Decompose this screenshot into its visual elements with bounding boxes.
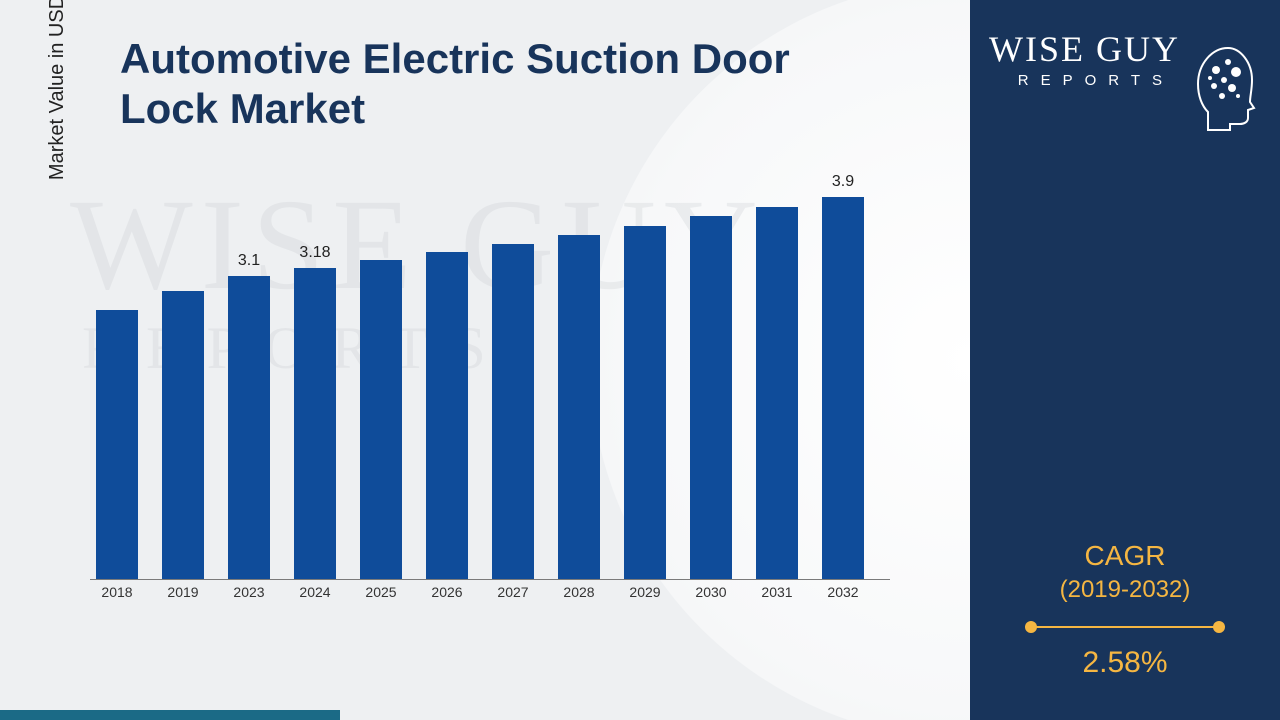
bar: [492, 244, 534, 580]
bar: [624, 226, 666, 580]
x-tick-label: 2023: [233, 584, 264, 600]
bar: [558, 235, 600, 580]
plot-region: 3.1 3.18 3.9: [90, 168, 880, 580]
bar: [228, 276, 270, 580]
page-title: Automotive Electric Suction Door Lock Ma…: [120, 34, 840, 133]
logo-sub-text: REPORTS: [989, 72, 1174, 89]
x-tick-label: 2027: [497, 584, 528, 600]
x-tick-label: 2018: [101, 584, 132, 600]
x-tick-label: 2019: [167, 584, 198, 600]
page-root: WISE GUY REPORTS Automotive Electric Suc…: [0, 0, 1280, 720]
bar: [162, 291, 204, 580]
cagr-block: CAGR (2019-2032) 2.58%: [1004, 540, 1246, 680]
logo-main-text: WISE GUY: [989, 28, 1180, 70]
bar: [360, 260, 402, 580]
bar-chart: Market Value in USD Billion 3.13.183.9 2…: [90, 168, 890, 608]
x-tick-label: 2028: [563, 584, 594, 600]
bar: [756, 207, 798, 580]
cagr-divider: [1031, 626, 1219, 628]
x-tick-label: 2030: [695, 584, 726, 600]
bar-value-label: 3.1: [238, 252, 260, 270]
x-tick-label: 2032: [827, 584, 858, 600]
x-axis-line: [90, 579, 890, 580]
x-tick-label: 2029: [629, 584, 660, 600]
brand-logo: WISE GUY REPORTS: [989, 28, 1252, 89]
bar: [426, 252, 468, 580]
bar: [294, 268, 336, 580]
x-tick-label: 2025: [365, 584, 396, 600]
y-axis-label: Market Value in USD Billion: [46, 0, 69, 248]
cagr-value: 2.58%: [1004, 646, 1246, 680]
x-tick-label: 2031: [761, 584, 792, 600]
decor-bottom-bar: [0, 710, 340, 720]
cagr-period: (2019-2032): [1004, 576, 1246, 604]
x-tick-label: 2024: [299, 584, 330, 600]
x-axis-labels: 2018 2019 2023 2024 2025 2026 2027 2028 2029 2030…: [90, 584, 890, 606]
bar-value-label: 3.18: [299, 244, 330, 262]
bar: [690, 216, 732, 580]
bar-value-label: 3.9: [832, 173, 854, 191]
x-tick-label: 2026: [431, 584, 462, 600]
bar: [822, 197, 864, 580]
cagr-title: CAGR: [1004, 540, 1246, 572]
brain-head-icon: [1180, 42, 1260, 132]
bar: [96, 310, 138, 580]
